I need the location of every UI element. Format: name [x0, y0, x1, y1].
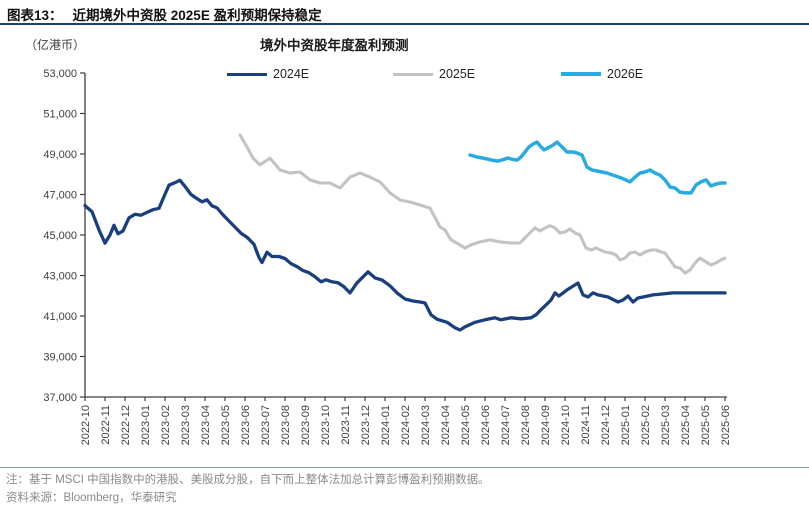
x-tick-label: 2025-05	[700, 405, 712, 445]
legend-swatch-2026e	[561, 72, 601, 76]
y-axis-unit-label: （亿港币）	[25, 38, 86, 52]
x-tick-label: 2024-08	[520, 405, 532, 445]
series-line-2026E	[468, 140, 727, 195]
y-tick-label: 43,000	[43, 271, 77, 283]
legend-swatch-2024e	[227, 72, 267, 76]
y-tick-label: 51,000	[43, 109, 77, 121]
legend-label-2026e: 2026E	[607, 67, 644, 81]
legend-item-2025e: 2025E	[393, 67, 475, 81]
y-tick-label: 53,000	[43, 68, 77, 80]
x-tick-label: 2022-12	[120, 405, 132, 445]
line-chart-plot: 53,000 51,000 49,000 47,000 45,000 43,000 41,0…	[43, 68, 732, 445]
x-tick-label: 2023-12	[360, 405, 372, 445]
x-tick-label: 2023-06	[240, 405, 252, 445]
legend-item-2026e: 2026E	[561, 67, 643, 81]
chart-title: 境外中资股年度盈利预测	[260, 38, 409, 53]
x-tick-label: 2023-04	[200, 405, 212, 445]
x-tick-label: 2023-07	[260, 405, 272, 445]
legend-label-2025e: 2025E	[439, 67, 476, 81]
x-tick-label: 2024-03	[420, 405, 432, 445]
x-tick-label: 2025-02	[640, 405, 652, 445]
x-tick-label: 2022-11	[100, 405, 112, 445]
x-tick-label: 2024-04	[440, 405, 452, 445]
x-tick-label: 2025-03	[660, 405, 672, 445]
x-tick-label: 2022-10	[80, 405, 92, 445]
x-tick-label: 2024-06	[480, 405, 492, 445]
legend-label-2024e: 2024E	[273, 67, 310, 81]
x-tick-label: 2024-12	[600, 405, 612, 445]
figure-header: 图表13： 近期境外中资股 2025E 盈利预期保持稳定	[7, 4, 322, 24]
series-line-2025E	[238, 133, 727, 275]
y-tick-label: 39,000	[43, 352, 77, 364]
x-tick-label: 2023-03	[180, 405, 192, 445]
x-tick-label: 2023-09	[300, 405, 312, 445]
x-tick-label: 2024-01	[380, 405, 392, 445]
x-tick-label: 2025-04	[680, 405, 692, 445]
x-tick-label: 2024-05	[460, 405, 472, 445]
y-tick-label: 49,000	[43, 149, 77, 161]
chart-note: 注：基于 MSCI 中国指数中的港股、美股成分股，自下而上整体法加总计算彭博盈利…	[6, 474, 490, 486]
y-tick-label: 47,000	[43, 190, 77, 202]
x-tick-label: 2025-01	[620, 405, 632, 445]
x-tick-label: 2023-01	[140, 405, 152, 445]
x-tick-label: 2023-10	[320, 405, 332, 445]
x-tick-label: 2024-07	[500, 405, 512, 445]
x-tick-label: 2023-05	[220, 405, 232, 445]
x-tick-label: 2024-02	[400, 405, 412, 445]
legend-item-2024e: 2024E	[227, 67, 309, 81]
figure-title: 近期境外中资股 2025E 盈利预期保持稳定	[72, 8, 322, 23]
x-tick-label: 2023-11	[340, 405, 352, 445]
x-tick-label: 2024-10	[560, 405, 572, 445]
header-divider	[0, 23, 809, 25]
series-line-2024E	[83, 178, 727, 332]
x-tick-label: 2024-11	[580, 405, 592, 445]
x-tick-label: 2023-02	[160, 405, 172, 445]
legend-swatch-2025e	[393, 72, 433, 76]
y-tick-label: 45,000	[43, 230, 77, 242]
notes-divider	[0, 467, 809, 468]
x-tick-label: 2023-08	[280, 405, 292, 445]
x-tick-label: 2024-09	[540, 405, 552, 445]
y-tick-label: 37,000	[43, 392, 77, 404]
chart-source: 资料来源：Bloomberg，华泰研究	[6, 492, 177, 504]
figure-number-label: 图表13：	[7, 8, 63, 23]
x-tick-label: 2025-06	[720, 405, 732, 445]
y-tick-label: 41,000	[43, 311, 77, 323]
